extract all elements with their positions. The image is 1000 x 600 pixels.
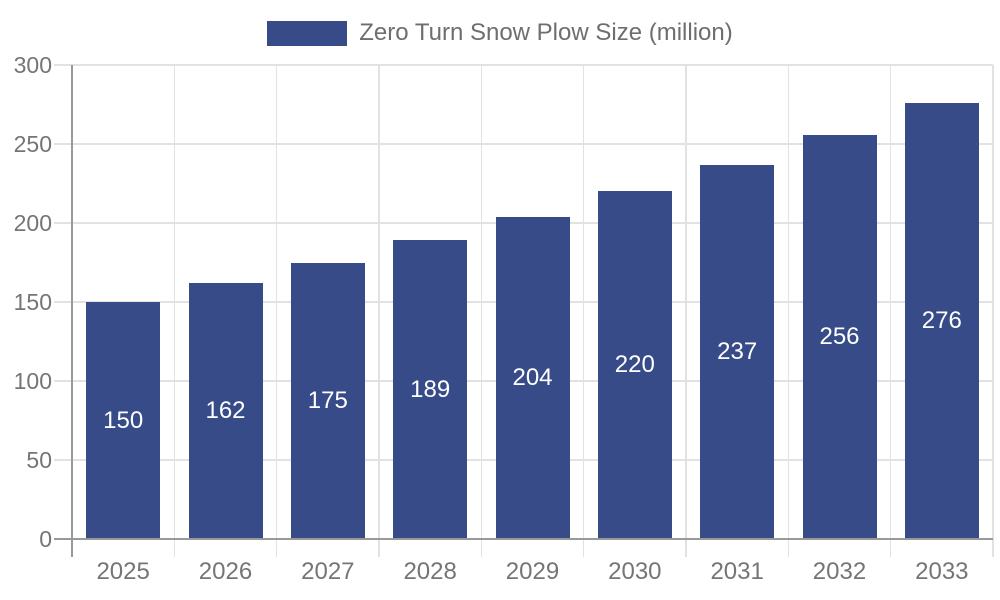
x-tick (889, 539, 892, 557)
x-tick (685, 539, 687, 557)
x-tick-label: 2029 (505, 558, 560, 585)
x-tick (173, 539, 176, 557)
bar-value-label: 150 (103, 406, 144, 434)
x-tick-label: 2033 (915, 558, 969, 585)
legend-label: Zero Turn Snow Plow Size (million) (359, 19, 733, 46)
bar: 189 (393, 240, 468, 539)
y-tick-label: 50 (26, 447, 52, 473)
y-tick (54, 222, 72, 224)
x-tick-label: 2027 (301, 558, 355, 585)
v-gridline (992, 65, 994, 539)
bar: 162 (188, 283, 263, 539)
y-tick-label: 250 (13, 131, 52, 157)
x-tick (378, 539, 380, 557)
y-axis-line (71, 65, 73, 557)
bar-value-label: 162 (205, 397, 246, 424)
x-tick-label: 2032 (812, 558, 867, 585)
y-tick (54, 64, 72, 66)
x-tick (787, 539, 790, 557)
y-tick-label: 100 (13, 368, 52, 394)
y-tick (54, 143, 72, 145)
x-tick-label: 2031 (710, 558, 764, 585)
v-gridline (378, 65, 380, 539)
x-tick-label: 2025 (96, 558, 150, 585)
bar: 276 (904, 102, 979, 539)
v-gridline (889, 65, 892, 539)
x-tick (275, 539, 278, 557)
v-gridline (275, 65, 278, 539)
bar: 175 (290, 262, 365, 539)
h-gridline (72, 143, 993, 145)
bar-value-label: 189 (410, 375, 451, 403)
x-tick (480, 539, 483, 557)
y-tick (54, 301, 72, 303)
y-tick-label: 300 (13, 52, 52, 78)
bar-value-label: 175 (307, 386, 348, 414)
legend: Zero Turn Snow Plow Size (million) (0, 19, 1000, 47)
y-tick-label: 200 (13, 210, 52, 236)
x-tick-label: 2030 (608, 558, 662, 585)
v-gridline (787, 65, 790, 539)
bar: 256 (802, 134, 877, 539)
bar: 237 (700, 164, 775, 539)
y-tick-label: 0 (39, 526, 52, 552)
x-tick (582, 539, 585, 557)
x-tick-label: 2026 (198, 558, 253, 585)
bar-value-label: 204 (512, 363, 553, 391)
v-gridline (173, 65, 176, 539)
legend-swatch (267, 20, 348, 46)
bar-value-label: 256 (819, 322, 860, 350)
legend-item[interactable]: Zero Turn Snow Plow Size (million) (267, 19, 733, 47)
v-gridline (685, 65, 687, 539)
h-gridline (72, 64, 993, 66)
x-axis-line (54, 538, 993, 540)
x-tick (992, 539, 994, 557)
bar: 220 (597, 191, 672, 539)
v-gridline (582, 65, 585, 539)
x-tick-label: 2028 (403, 558, 457, 585)
y-tick (54, 459, 72, 461)
y-tick (54, 380, 72, 382)
bar: 150 (86, 302, 161, 539)
bar-value-label: 237 (717, 337, 758, 365)
bar-value-label: 276 (921, 306, 962, 334)
y-tick-label: 150 (13, 289, 52, 315)
bar-value-label: 220 (614, 351, 655, 379)
v-gridline (480, 65, 483, 539)
bar: 204 (495, 216, 570, 539)
